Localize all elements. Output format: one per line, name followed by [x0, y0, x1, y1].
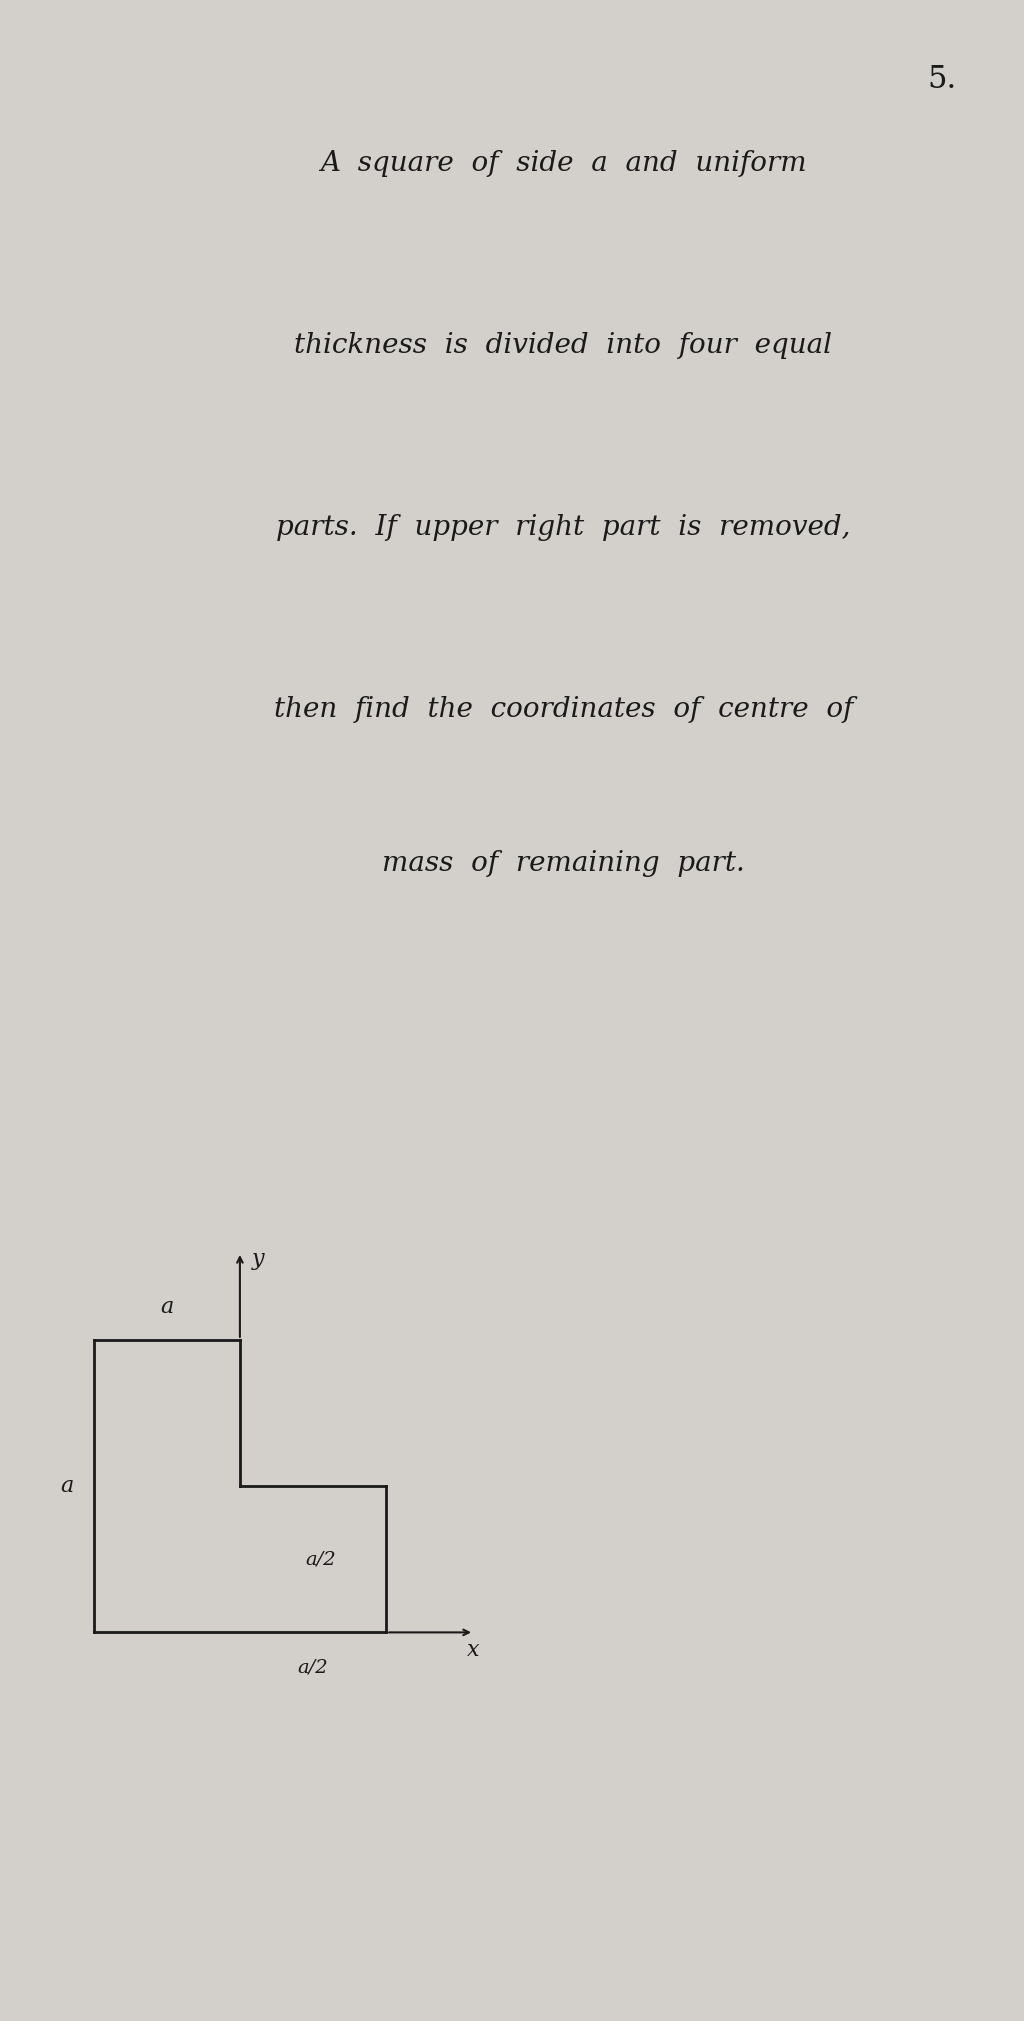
Text: parts.  If  upper  right  part  is  removed,: parts. If upper right part is removed,: [275, 513, 851, 542]
Text: a: a: [60, 1475, 74, 1498]
Text: A  square  of  side  a  and  uniform: A square of side a and uniform: [319, 150, 807, 178]
Text: a/2: a/2: [298, 1659, 329, 1677]
Text: a: a: [160, 1295, 173, 1318]
Text: 5.: 5.: [928, 63, 956, 95]
Text: x: x: [467, 1639, 479, 1661]
Text: y: y: [252, 1249, 264, 1271]
Text: mass  of  remaining  part.: mass of remaining part.: [382, 851, 744, 877]
Text: a/2: a/2: [305, 1550, 336, 1568]
Text: thickness  is  divided  into  four  equal: thickness is divided into four equal: [294, 331, 833, 360]
Text: then  find  the  coordinates  of  centre  of: then find the coordinates of centre of: [273, 695, 853, 724]
